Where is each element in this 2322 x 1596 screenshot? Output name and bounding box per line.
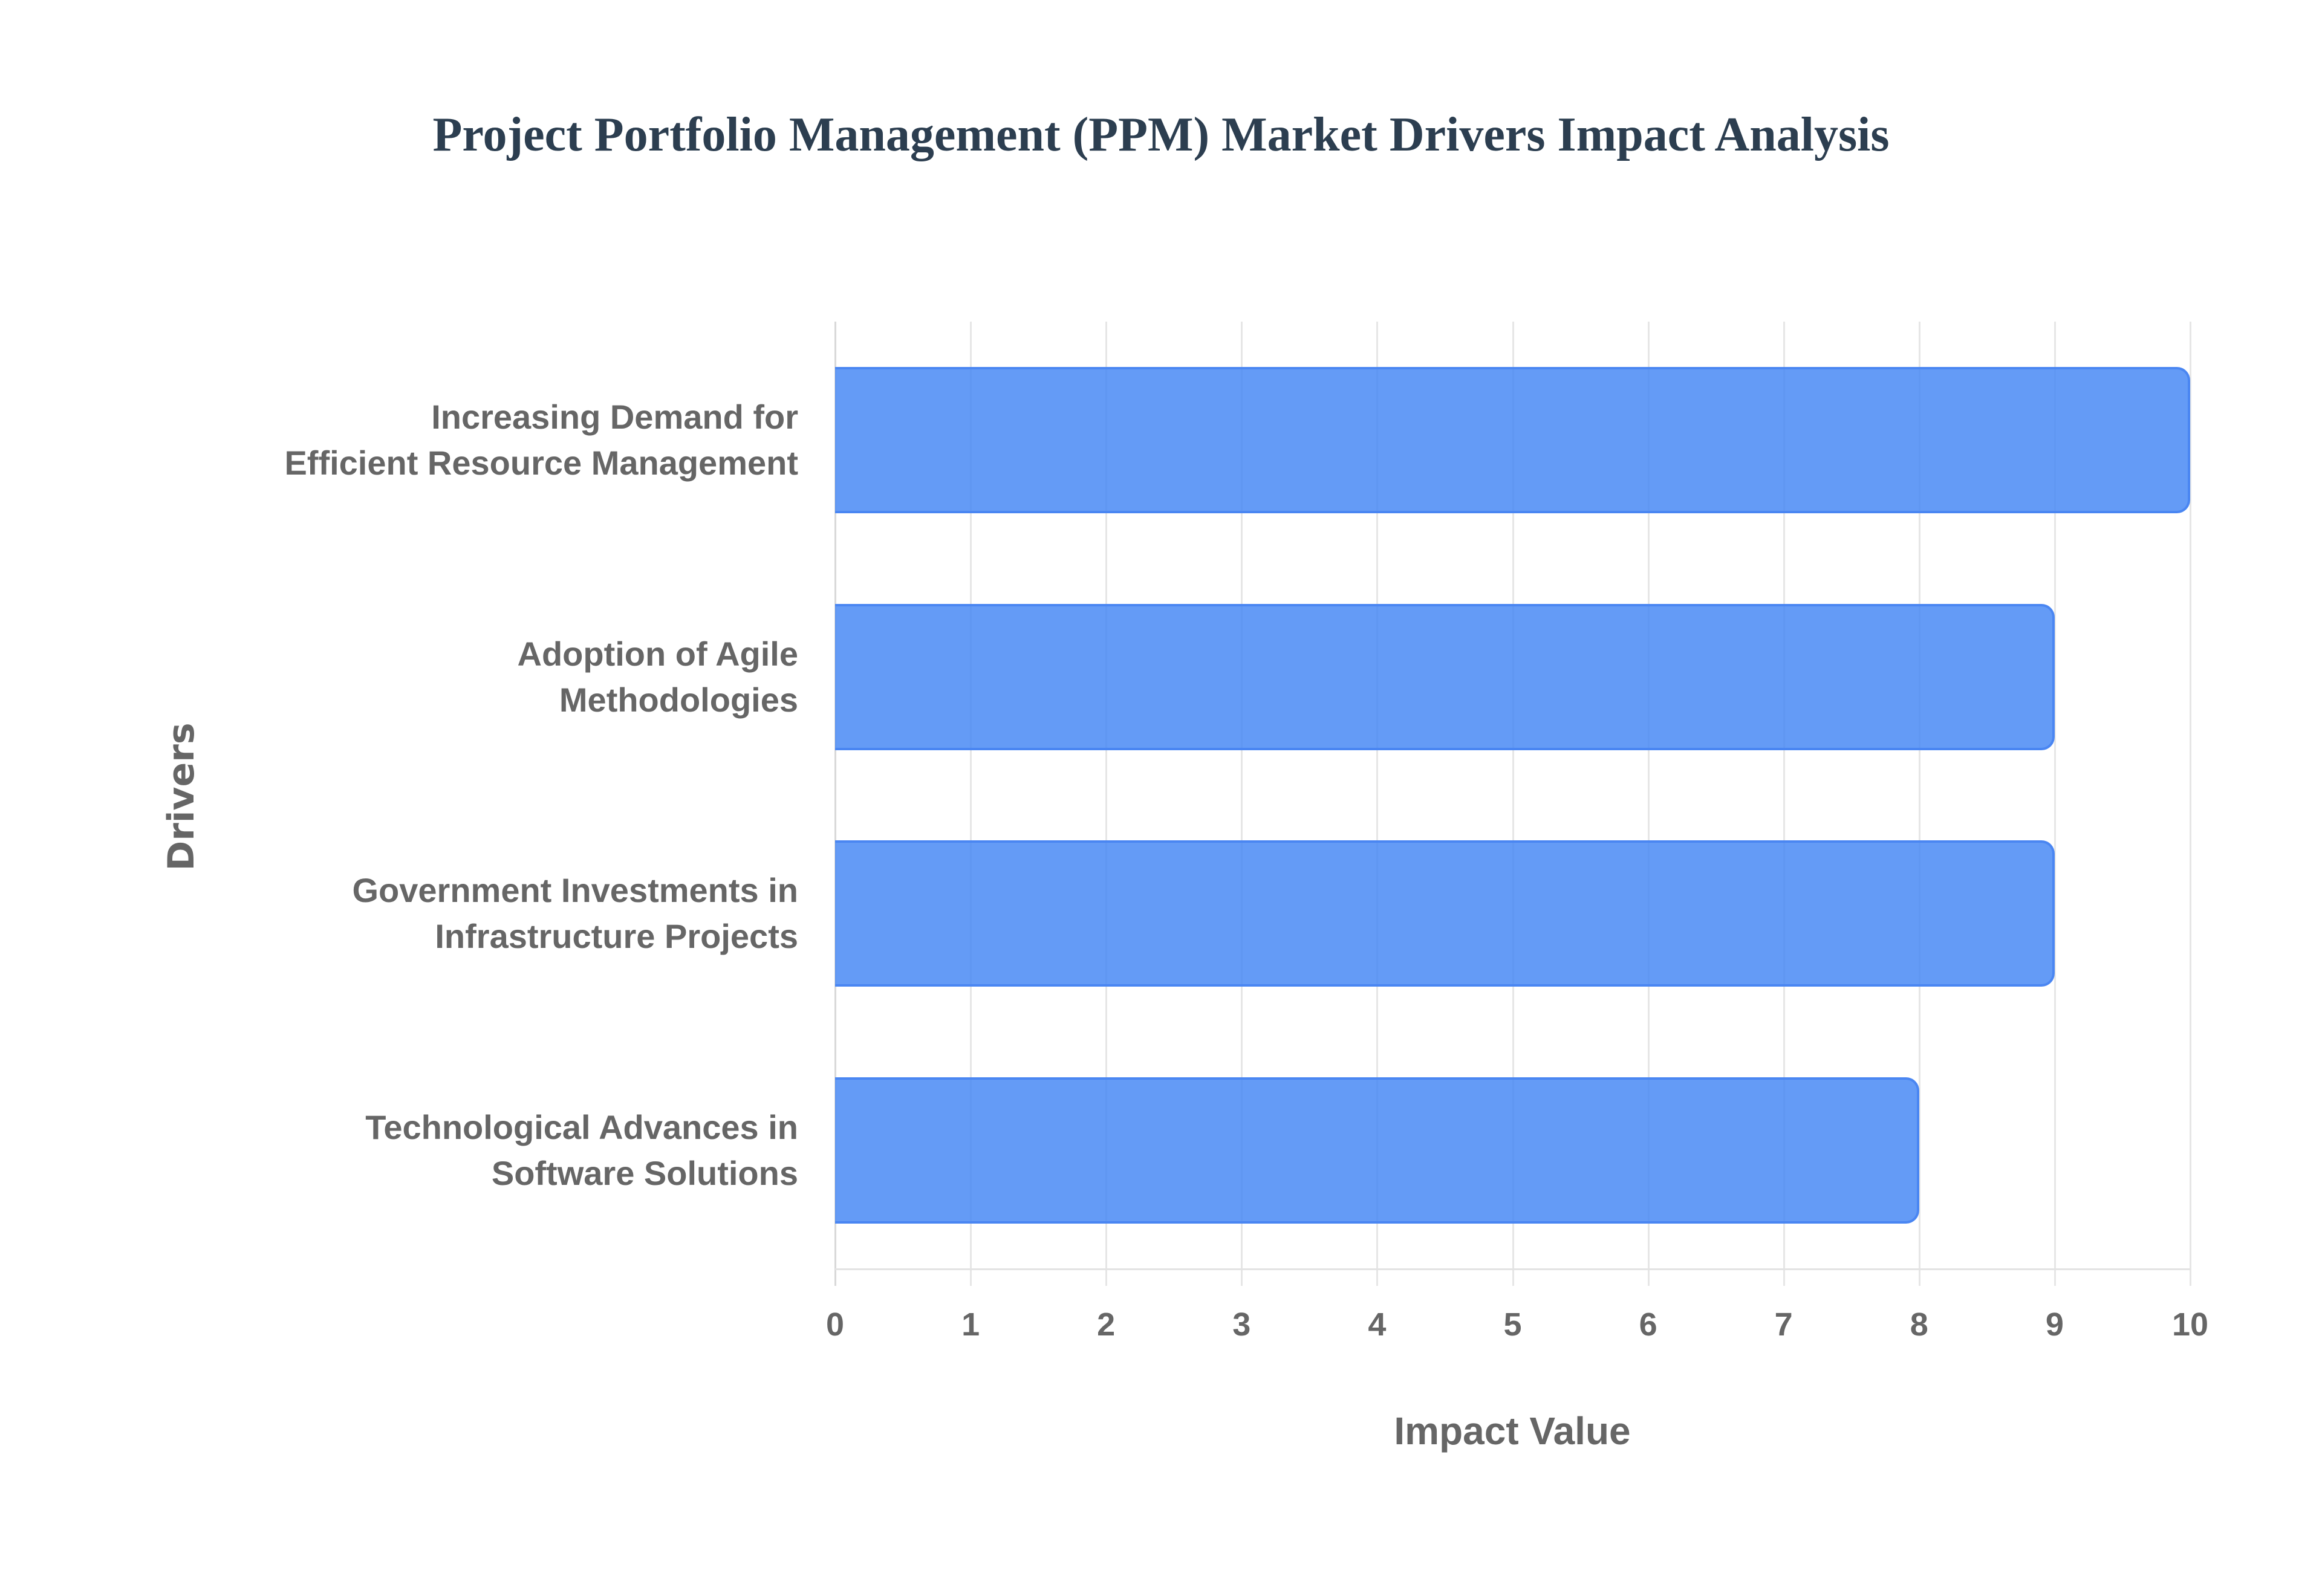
y-tick-line2: Infrastructure Projects bbox=[435, 917, 798, 955]
x-tick-4: 4 bbox=[1368, 1306, 1387, 1343]
gridline-9 bbox=[2054, 322, 2056, 1286]
gridline-1 bbox=[970, 322, 972, 1286]
x-tick-7: 7 bbox=[1774, 1306, 1793, 1343]
bar-government-investments[interactable] bbox=[835, 840, 2055, 987]
gridline-0 bbox=[834, 322, 836, 1286]
x-tick-2: 2 bbox=[1097, 1306, 1116, 1343]
bar-increasing-demand[interactable] bbox=[835, 367, 2190, 513]
x-tick-1: 1 bbox=[961, 1306, 980, 1343]
x-tick-5: 5 bbox=[1503, 1306, 1522, 1343]
y-axis-title: Drivers bbox=[160, 722, 203, 871]
plot-area bbox=[834, 322, 2191, 1286]
x-tick-10: 10 bbox=[2171, 1306, 2209, 1343]
x-axis-title: Impact Value bbox=[1394, 1409, 1631, 1453]
bar-technological-advances[interactable] bbox=[835, 1077, 1919, 1224]
gridline-2 bbox=[1105, 322, 1108, 1286]
y-tick-label-technological-advances: Technological Advances in Software Solut… bbox=[73, 1105, 798, 1196]
x-tick-9: 9 bbox=[2045, 1306, 2064, 1343]
x-tick-0: 0 bbox=[825, 1306, 845, 1343]
gridline-10 bbox=[2190, 322, 2191, 1286]
gridline-3 bbox=[1241, 322, 1243, 1286]
gridline-5 bbox=[1512, 322, 1514, 1286]
y-tick-label-agile-adoption: Adoption of Agile Methodologies bbox=[73, 631, 799, 723]
y-tick-line1: Government Investments in bbox=[352, 871, 798, 909]
x-axis-line bbox=[835, 1268, 2190, 1270]
chart-title: Project Portfolio Management (PPM) Marke… bbox=[432, 108, 1890, 161]
y-tick-line1: Adoption of Agile bbox=[517, 635, 799, 673]
x-tick-3: 3 bbox=[1232, 1306, 1251, 1343]
gridline-7 bbox=[1783, 322, 1785, 1286]
y-tick-line2: Software Solutions bbox=[491, 1154, 798, 1192]
y-tick-line2: Efficient Resource Management bbox=[284, 444, 798, 482]
y-tick-label-increasing-demand: Increasing Demand for Efficient Resource… bbox=[73, 394, 798, 486]
gridline-6 bbox=[1647, 322, 1650, 1286]
gridline-4 bbox=[1376, 322, 1379, 1286]
bar-agile-adoption[interactable] bbox=[835, 604, 2055, 750]
x-tick-6: 6 bbox=[1639, 1306, 1657, 1343]
y-tick-line1: Increasing Demand for bbox=[431, 398, 798, 436]
y-tick-label-government-investments: Government Investments in Infrastructure… bbox=[73, 868, 798, 959]
x-tick-8: 8 bbox=[1910, 1306, 1928, 1343]
gridline-8 bbox=[1918, 322, 1920, 1286]
y-tick-line1: Technological Advances in bbox=[365, 1108, 798, 1146]
y-tick-line2: Methodologies bbox=[559, 681, 798, 719]
